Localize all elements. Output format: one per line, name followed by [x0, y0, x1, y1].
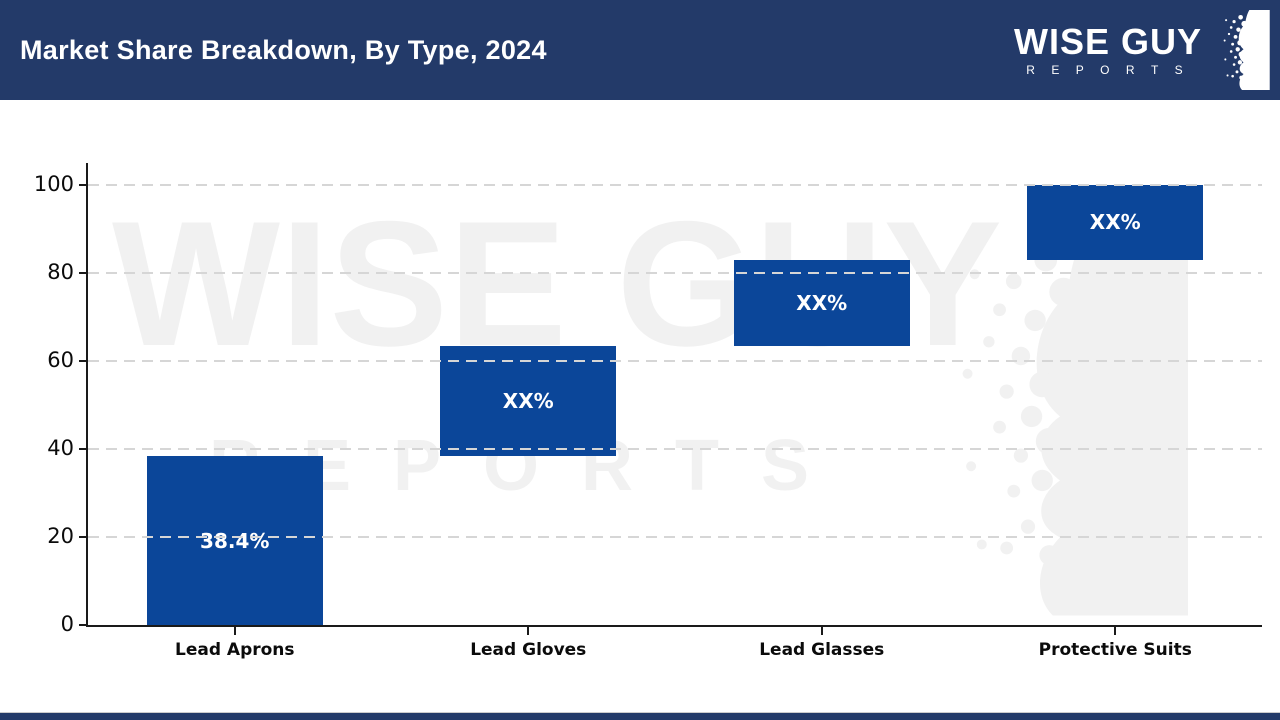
- y-tick-mark: [79, 360, 87, 362]
- logo-text: WISE GUY R E P O R T S: [1013, 20, 1202, 77]
- y-tick-mark: [79, 536, 87, 538]
- x-tick-mark: [820, 627, 823, 635]
- logo-subtitle: R E P O R T S: [1026, 62, 1190, 77]
- y-tick-mark: [79, 448, 87, 450]
- y-tick-mark: [79, 184, 87, 186]
- waterfall-chart: 0 20 40 60 80 100 38.4% Lead Aprons XX% Lead Glov…: [0, 100, 1280, 713]
- y-tick-label: 20: [47, 524, 74, 548]
- y-tick-mark: [79, 272, 87, 274]
- y-tick-label: 40: [47, 436, 74, 460]
- bar-value-label: XX%: [502, 388, 554, 413]
- y-tick-label: 80: [47, 260, 74, 284]
- bar: XX%: [440, 345, 617, 457]
- watermark-face-icon: [962, 224, 1188, 616]
- bar-value-label: XX%: [796, 290, 848, 315]
- x-tick-mark: [1114, 627, 1117, 635]
- page-title: Market Share Breakdown, By Type, 2024: [20, 34, 547, 65]
- category-label: Lead Gloves: [470, 640, 587, 660]
- y-tick-mark: [79, 624, 87, 626]
- category-label: Lead Glasses: [759, 640, 885, 660]
- y-tick-label: 100: [33, 172, 74, 196]
- x-tick-mark: [233, 627, 236, 635]
- y-tick-label: 60: [47, 348, 74, 372]
- category-label: Lead Aprons: [174, 640, 295, 660]
- y-axis: [86, 163, 88, 627]
- gridline: [88, 448, 1262, 450]
- dotted-face-icon: [1223, 10, 1270, 90]
- x-axis: [86, 625, 1262, 627]
- header-bar: Market Share Breakdown, By Type, 2024 WI…: [0, 0, 1280, 100]
- wise-guy-logo: WISE GUY R E P O R T S: [1014, 10, 1270, 90]
- gridline: [88, 360, 1262, 362]
- bar: XX%: [1027, 185, 1204, 260]
- bar-value-label: 38.4%: [200, 528, 270, 553]
- gridline: [88, 536, 1262, 538]
- x-tick-mark: [527, 627, 530, 635]
- bar: 38.4%: [146, 456, 323, 625]
- gridline: [88, 272, 1262, 274]
- y-tick-label: 0: [60, 612, 74, 636]
- logo-wordmark: WISE GUY: [1013, 20, 1202, 62]
- bar-value-label: XX%: [1089, 210, 1141, 235]
- bar: XX%: [733, 259, 910, 346]
- gridline: [88, 184, 1262, 186]
- footer-bar: [0, 712, 1280, 720]
- category-label: Protective Suits: [1038, 640, 1192, 660]
